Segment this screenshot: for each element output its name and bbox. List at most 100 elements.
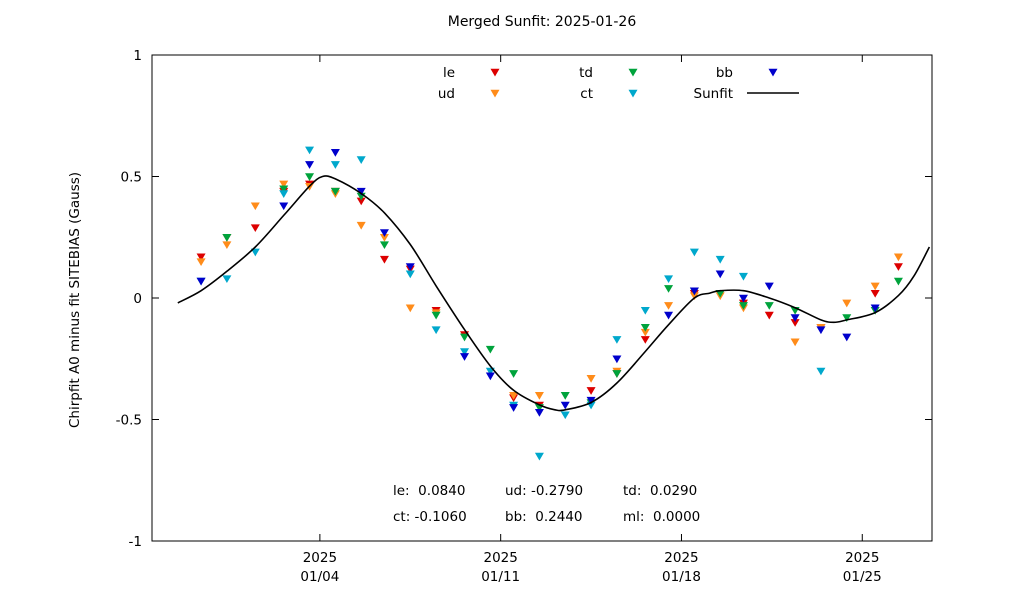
td-data-point — [485, 345, 495, 354]
ct-data-point — [738, 272, 748, 281]
bb-data-point — [460, 353, 470, 361]
le-data-point — [764, 311, 774, 320]
coef-ud: ud: -0.2790 — [505, 483, 584, 499]
bb-data-point — [379, 229, 389, 237]
y-tick-label: -0.5 — [116, 413, 142, 429]
bb-data-point — [405, 263, 415, 271]
ct-data-point — [279, 190, 289, 199]
ud-data-point — [196, 258, 206, 267]
bb-data-point — [664, 311, 674, 320]
le-data-point — [379, 255, 389, 264]
ct-data-point — [715, 255, 725, 264]
ud-data-point — [664, 302, 674, 310]
fit-coefficients-row-1: le: 0.0840 ud: -0.2790 td: 0.0290 — [393, 483, 735, 499]
ct-data-point — [612, 336, 622, 344]
bb-data-point — [305, 161, 315, 169]
td-data-point — [738, 302, 748, 310]
y-tick-label: 1 — [133, 48, 142, 64]
ct-data-point — [330, 161, 340, 169]
legend-marker-td — [628, 68, 638, 77]
ud-data-point — [279, 180, 289, 189]
ud-data-point — [356, 221, 366, 230]
ud-data-point — [893, 253, 903, 262]
td-data-point — [279, 185, 289, 194]
td-data-point — [460, 333, 470, 342]
legend-marker-le — [490, 68, 500, 77]
ud-data-point — [870, 282, 880, 291]
y-tick-label: 0 — [133, 291, 142, 307]
td-data-point — [305, 173, 315, 181]
bb-data-point — [715, 270, 725, 279]
ud-data-point — [405, 304, 415, 313]
ct-data-point — [431, 326, 441, 335]
td-data-point — [509, 370, 519, 378]
bb-data-point — [509, 404, 519, 412]
legend-label-ct: ct — [580, 86, 593, 102]
td-data-point — [893, 277, 903, 286]
legend-label-bb: bb — [716, 65, 733, 81]
legend-label-Sunfit: Sunfit — [694, 86, 733, 102]
bb-data-point — [560, 401, 570, 410]
coef-bb: bb: 0.2440 — [505, 509, 583, 525]
td-data-point — [664, 285, 674, 293]
ct-data-point — [222, 275, 232, 284]
ud-data-point — [842, 299, 852, 308]
ct-data-point — [460, 348, 470, 356]
ct-data-point — [664, 275, 674, 284]
td-data-point — [330, 187, 340, 196]
bb-data-point — [790, 314, 800, 322]
bb-data-point — [738, 294, 748, 303]
ud-data-point — [379, 234, 389, 242]
bb-data-point — [356, 187, 366, 196]
bb-data-point — [612, 355, 622, 364]
y-tick-label: 0.5 — [121, 170, 142, 186]
ct-data-point — [305, 146, 315, 155]
ud-data-point — [222, 241, 232, 250]
x-tick-label-year: 2025 — [483, 550, 517, 566]
le-data-point — [640, 336, 650, 344]
x-tick-label-year: 2025 — [303, 550, 337, 566]
ct-data-point — [250, 248, 260, 257]
le-data-point — [250, 224, 260, 233]
ct-data-point — [534, 452, 544, 461]
ud-data-point — [250, 202, 260, 211]
coef-td: td: 0.0290 — [623, 483, 698, 499]
x-tick-label-date: 01/04 — [300, 569, 339, 585]
bb-data-point — [330, 149, 340, 157]
td-data-point — [612, 370, 622, 378]
x-tick-label-year: 2025 — [845, 550, 879, 566]
le-data-point — [870, 289, 880, 298]
bb-data-point — [689, 287, 699, 296]
td-data-point — [764, 302, 774, 310]
bb-data-point — [485, 372, 495, 381]
ud-data-point — [640, 328, 650, 337]
sunfit-curve — [177, 175, 931, 412]
x-tick-label-date: 01/25 — [843, 569, 882, 585]
legend-marker-ct — [628, 89, 638, 98]
bb-data-point — [586, 396, 596, 405]
ud-data-point — [689, 292, 699, 301]
le-data-point — [356, 197, 366, 206]
legend-label-td: td — [579, 65, 593, 81]
ct-data-point — [356, 156, 366, 164]
ud-data-point — [586, 374, 596, 383]
bb-data-point — [279, 202, 289, 211]
ct-data-point — [640, 306, 650, 315]
legend-label-ud: ud — [438, 86, 455, 102]
coef-ml: ml: 0.0000 — [623, 509, 701, 525]
td-data-point — [431, 311, 441, 320]
ud-data-point — [790, 338, 800, 347]
legend-marker-ud — [490, 89, 500, 98]
x-tick-label-date: 01/18 — [662, 569, 701, 585]
bb-data-point — [196, 277, 206, 286]
x-tick-label-year: 2025 — [664, 550, 698, 566]
ct-data-point — [405, 270, 415, 279]
y-tick-label: -1 — [129, 534, 142, 550]
fit-coefficients-row-2: ct: -0.1060 bb: 0.2440 ml: 0.0000 — [393, 509, 735, 525]
bb-data-point — [870, 304, 880, 313]
bb-data-point — [842, 333, 852, 342]
le-data-point — [893, 263, 903, 271]
bb-data-point — [534, 409, 544, 417]
